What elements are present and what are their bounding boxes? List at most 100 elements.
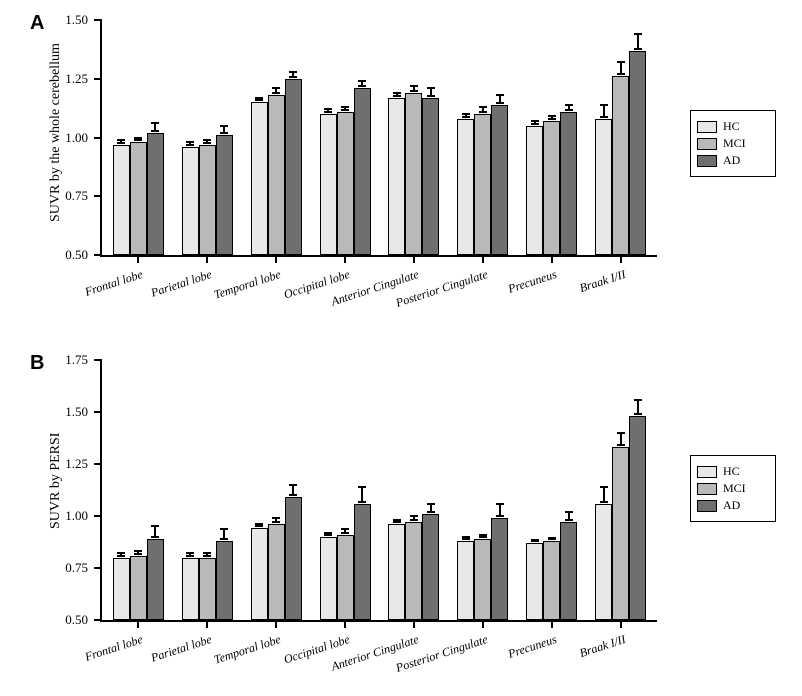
bar-HC bbox=[457, 119, 474, 255]
bar-MCI bbox=[405, 522, 422, 620]
y-tick-label: 1.00 bbox=[65, 130, 90, 146]
error-bar bbox=[413, 85, 415, 92]
bar-MCI bbox=[199, 558, 216, 620]
y-tick: 1.00 bbox=[65, 130, 102, 146]
error-bar bbox=[258, 523, 260, 527]
y-axis-label-B: SUVR by PERSI bbox=[48, 433, 64, 529]
panel-label-A: A bbox=[30, 12, 44, 35]
x-tick-label: Braak I/II bbox=[568, 632, 628, 664]
y-tick-label: 0.50 bbox=[65, 612, 90, 628]
bar-AD bbox=[354, 504, 371, 620]
x-tick bbox=[413, 255, 415, 263]
bar-AD bbox=[285, 79, 302, 255]
x-tick bbox=[206, 620, 208, 628]
error-bar bbox=[568, 511, 570, 521]
x-tick-label: Precuneus bbox=[503, 632, 558, 663]
x-tick bbox=[482, 620, 484, 628]
y-tick: 0.75 bbox=[65, 560, 102, 576]
error-bar bbox=[620, 432, 622, 447]
bar-HC bbox=[457, 541, 474, 620]
bar-MCI bbox=[612, 76, 629, 255]
bar-MCI bbox=[612, 447, 629, 620]
plot-area-A: 0.500.751.001.251.50 bbox=[100, 20, 657, 257]
bar-AD bbox=[491, 518, 508, 620]
bar-AD bbox=[354, 88, 371, 255]
error-bar bbox=[396, 519, 398, 523]
error-bar bbox=[292, 71, 294, 78]
error-bar bbox=[551, 115, 553, 120]
error-bar bbox=[206, 552, 208, 556]
y-tick: 1.50 bbox=[65, 404, 102, 420]
y-tick: 0.75 bbox=[65, 188, 102, 204]
bar-MCI bbox=[543, 541, 560, 620]
bar-MCI bbox=[268, 95, 285, 255]
legend-item: MCI bbox=[697, 136, 767, 151]
legend-label: HC bbox=[723, 119, 740, 134]
error-bar bbox=[465, 536, 467, 540]
error-bar bbox=[603, 486, 605, 503]
bar-MCI bbox=[130, 556, 147, 620]
error-bar bbox=[534, 539, 536, 542]
error-bar bbox=[189, 552, 191, 556]
x-tick bbox=[275, 620, 277, 628]
x-tick bbox=[620, 620, 622, 628]
x-tick bbox=[344, 255, 346, 263]
bar-MCI bbox=[337, 112, 354, 255]
error-bar bbox=[137, 550, 139, 554]
y-tick-label: 1.50 bbox=[65, 12, 90, 28]
error-bar bbox=[465, 113, 467, 118]
bar-HC bbox=[113, 145, 130, 255]
error-bar bbox=[137, 137, 139, 142]
legend-swatch bbox=[697, 483, 717, 495]
legend-swatch bbox=[697, 466, 717, 478]
legend-A: HCMCIAD bbox=[690, 110, 776, 177]
bar-HC bbox=[251, 102, 268, 255]
x-tick-label: Precuneus bbox=[503, 267, 558, 298]
bar-MCI bbox=[474, 114, 491, 255]
error-bar bbox=[430, 503, 432, 513]
y-tick: 0.50 bbox=[65, 612, 102, 628]
legend-label: AD bbox=[723, 498, 740, 513]
bar-MCI bbox=[543, 121, 560, 255]
x-tick-label: Frontal lobe bbox=[76, 632, 145, 667]
legend-item: MCI bbox=[697, 481, 767, 496]
bar-HC bbox=[320, 114, 337, 255]
y-tick-label: 1.25 bbox=[65, 71, 90, 87]
x-tick bbox=[551, 620, 553, 628]
error-bar bbox=[499, 94, 501, 103]
error-bar bbox=[223, 125, 225, 134]
y-tick-label: 1.75 bbox=[65, 352, 90, 368]
bar-AD bbox=[629, 416, 646, 620]
error-bar bbox=[275, 87, 277, 94]
error-bar bbox=[344, 528, 346, 534]
bar-HC bbox=[182, 147, 199, 255]
y-tick-label: 1.50 bbox=[65, 404, 90, 420]
x-tick bbox=[137, 255, 139, 263]
y-tick: 1.75 bbox=[65, 352, 102, 368]
x-tick-label: Parietal lobe bbox=[140, 267, 214, 304]
panel-label-B: B bbox=[30, 352, 44, 375]
bar-MCI bbox=[474, 539, 491, 620]
x-tick bbox=[413, 620, 415, 628]
bar-AD bbox=[216, 541, 233, 620]
error-bar bbox=[482, 534, 484, 538]
y-tick-label: 0.75 bbox=[65, 188, 90, 204]
error-bar bbox=[413, 515, 415, 521]
error-bar bbox=[189, 141, 191, 146]
legend-swatch bbox=[697, 500, 717, 512]
y-tick: 1.00 bbox=[65, 508, 102, 524]
bar-AD bbox=[491, 105, 508, 255]
x-tick-label: Temporal lobe bbox=[209, 267, 283, 304]
error-bar bbox=[534, 120, 536, 125]
y-tick-label: 0.50 bbox=[65, 247, 90, 263]
bar-MCI bbox=[405, 93, 422, 255]
legend-swatch bbox=[697, 121, 717, 133]
bar-AD bbox=[422, 514, 439, 620]
bar-MCI bbox=[199, 145, 216, 255]
x-tick bbox=[620, 255, 622, 263]
bar-AD bbox=[285, 497, 302, 620]
legend-item: AD bbox=[697, 498, 767, 513]
bar-HC bbox=[251, 528, 268, 620]
x-tick-label: Braak I/II bbox=[568, 267, 628, 299]
error-bar bbox=[258, 97, 260, 102]
